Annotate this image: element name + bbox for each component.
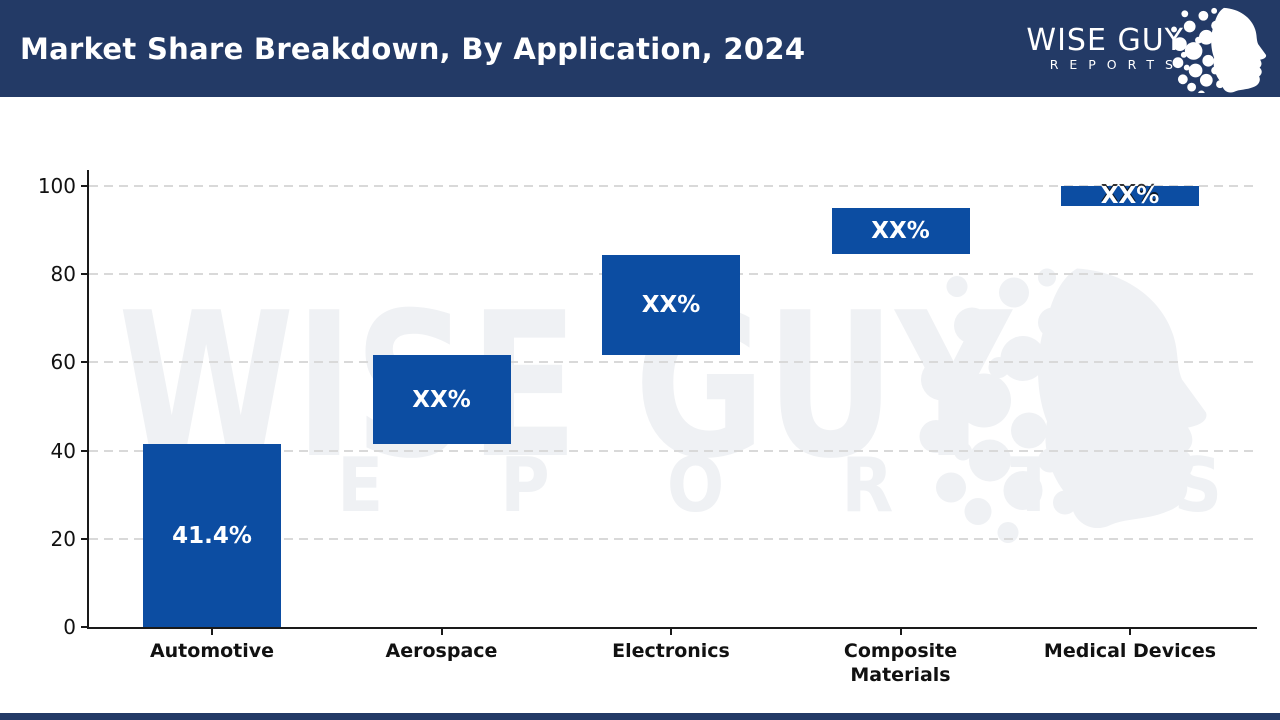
y-tick-label-40: 40 (50, 438, 76, 463)
y-tick-label-0: 0 (63, 615, 76, 639)
logo-wordmark: WISE GUY (1026, 22, 1184, 58)
watermark-head-icon (915, 268, 1207, 543)
x-axis-label: Composite Materials (843, 640, 958, 687)
y-tick-0 (81, 626, 89, 628)
y-tick-label-100: 100 (37, 174, 76, 198)
x-tick-4 (1129, 628, 1131, 635)
y-tick-80 (81, 273, 89, 276)
dotted-head-profile-icon (1171, 7, 1267, 93)
y-tick-label-80: 80 (50, 262, 76, 287)
y-tick-label-60: 60 (50, 350, 76, 375)
chart-title: Market Share Breakdown, By Application, … (20, 31, 806, 66)
wise-guy-reports-logo: WISE GUY REPORTS (1026, 5, 1270, 93)
header-band: Market Share Breakdown, By Application, … (0, 0, 1280, 97)
y-tick-label-20: 20 (50, 526, 76, 551)
x-axis-label: Automotive (149, 640, 275, 662)
bar-electronics (602, 254, 740, 356)
gridline-100 (89, 185, 1255, 187)
bar-value-label: XX% (871, 217, 930, 244)
logo-subtitle: REPORTS (1049, 57, 1184, 73)
x-axis-label: Aerospace (385, 640, 498, 662)
bar-medical-devices (1061, 186, 1199, 207)
gridline-40 (89, 449, 1255, 452)
x-axis-label: Medical Devices (1043, 640, 1217, 662)
bar-value-label: 41.4% (172, 522, 252, 549)
logo-text: WISE GUY REPORTS (1026, 25, 1184, 73)
x-tick-2 (670, 628, 672, 635)
bar-automotive (143, 444, 281, 627)
y-tick-60 (81, 361, 89, 364)
gridline-60 (89, 361, 1255, 364)
x-axis-line (87, 627, 1257, 629)
x-axis-label: Electronics (612, 640, 730, 662)
bar-aerospace (372, 355, 511, 445)
plot-area: 0 20 40 60 80 100 41.4% Automotive XX% Aerospace X… (0, 97, 1280, 713)
y-axis-line (87, 170, 89, 629)
watermark-head-graphic (915, 222, 1215, 571)
bar-value-label: XX% (1100, 183, 1160, 210)
y-tick-20 (81, 537, 89, 540)
bar-value-label: XX% (412, 386, 471, 413)
y-tick-100 (81, 185, 89, 187)
bar-composite-materials (831, 208, 970, 254)
x-tick-3 (899, 628, 902, 635)
footer-bar (0, 713, 1280, 720)
y-tick-40 (81, 449, 89, 452)
bar-value-label: XX% (641, 292, 701, 319)
x-tick-1 (440, 628, 443, 635)
x-tick-0 (211, 628, 213, 635)
gridline-20 (89, 537, 1255, 540)
